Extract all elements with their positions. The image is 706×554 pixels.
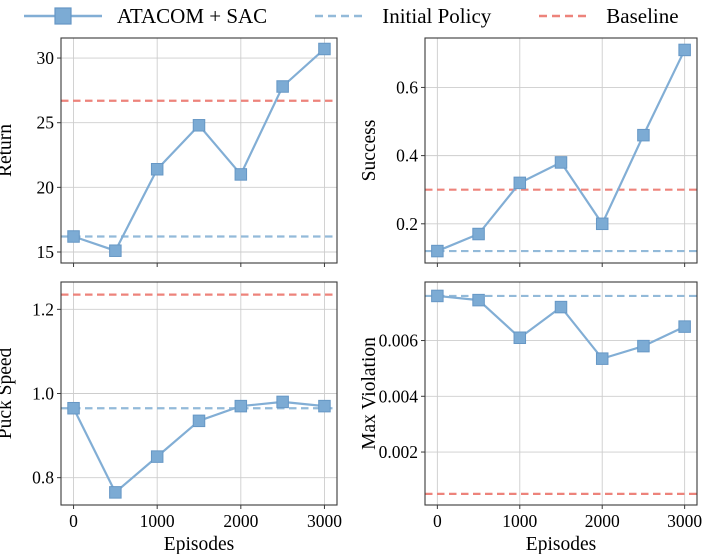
data-point-marker <box>431 289 444 303</box>
dashed-line-icon <box>539 14 592 18</box>
y-tick-label: 0.002 <box>379 442 418 462</box>
y-tick-label: 25 <box>37 113 55 133</box>
plot-frame <box>424 37 698 264</box>
chart-return: 15 20 25 30 Return <box>0 37 338 267</box>
data-point-marker <box>472 293 485 307</box>
data-point-marker <box>150 163 164 176</box>
y-tick-label: 0.4 <box>396 146 418 166</box>
chart-puck-speed: 0 1000 2000 3000 0.8 1.0 1.2 Puck Speed Episodes <box>0 281 342 554</box>
data-point-marker <box>431 244 444 258</box>
legend-label: Initial Policy <box>382 3 492 28</box>
y-axis-label: Puck Speed <box>0 347 16 439</box>
y-tick-label: 0.2 <box>396 214 418 234</box>
data-point-marker <box>192 414 206 428</box>
data-point-marker <box>150 450 164 463</box>
y-tick-label: 0.006 <box>379 331 419 351</box>
data-point-marker <box>109 486 122 499</box>
x-axis-label: Episodes <box>526 534 596 554</box>
data-point-marker <box>234 399 248 413</box>
data-point-marker <box>276 80 289 93</box>
legend-item-initial-policy: Initial Policy <box>313 4 491 29</box>
dashed-line-icon <box>315 14 368 18</box>
x-tick-label: 2000 <box>223 511 258 531</box>
plot-frame <box>60 37 338 264</box>
chart-success: 0.2 0.4 0.6 Success <box>359 37 698 267</box>
y-tick-label: 1.2 <box>32 299 54 319</box>
data-point-marker <box>513 176 527 190</box>
data-point-marker <box>513 331 527 344</box>
data-point-marker <box>637 128 650 142</box>
data-point-marker <box>276 395 289 409</box>
x-tick-label: 2000 <box>585 511 620 531</box>
data-point-marker <box>192 119 206 132</box>
y-tick-label: 15 <box>37 242 55 262</box>
y-tick-label: 30 <box>37 48 55 68</box>
x-tick-label: 0 <box>433 511 442 531</box>
data-point-marker <box>318 42 331 56</box>
y-tick-label: 0.8 <box>32 468 54 488</box>
y-tick-label: 0.6 <box>396 77 418 97</box>
legend-item-atacom-sac: ATACOM + SAC <box>22 4 267 29</box>
data-point-marker <box>678 320 691 333</box>
x-tick-label: 0 <box>69 511 78 531</box>
data-point-marker <box>109 244 122 257</box>
y-tick-label: 0.004 <box>379 386 419 406</box>
x-tick-label: 3000 <box>307 511 342 531</box>
data-point-marker <box>678 43 691 57</box>
series-line <box>73 48 326 253</box>
data-point-marker <box>472 227 485 241</box>
legend-label: ATACOM + SAC <box>117 3 268 28</box>
data-point-marker <box>234 168 248 181</box>
data-point-marker <box>554 156 568 169</box>
y-tick-label: 1.0 <box>32 384 54 404</box>
y-axis-label: Return <box>0 124 16 177</box>
y-axis-label: Success <box>359 120 380 182</box>
y-tick-label: 20 <box>37 177 55 197</box>
legend-label: Baseline <box>606 3 679 28</box>
data-point-marker <box>637 339 650 353</box>
data-point-marker <box>595 217 609 231</box>
x-tick-label: 3000 <box>667 511 702 531</box>
line-marker-icon <box>24 7 102 25</box>
y-axis-label: Max Violation <box>359 337 380 450</box>
x-tick-label: 1000 <box>502 511 537 531</box>
legend-item-baseline: Baseline <box>537 3 679 29</box>
plot-frame <box>424 281 698 506</box>
legend: ATACOM + SAC Initial Policy Baseline <box>0 0 706 32</box>
x-tick-label: 1000 <box>140 511 175 531</box>
data-point-marker <box>595 352 609 365</box>
data-point-marker <box>554 300 568 314</box>
data-point-marker <box>67 230 80 243</box>
x-axis-label: Episodes <box>164 534 234 554</box>
data-point-marker <box>318 399 331 413</box>
series-line <box>436 49 686 253</box>
data-point-marker <box>67 401 80 415</box>
